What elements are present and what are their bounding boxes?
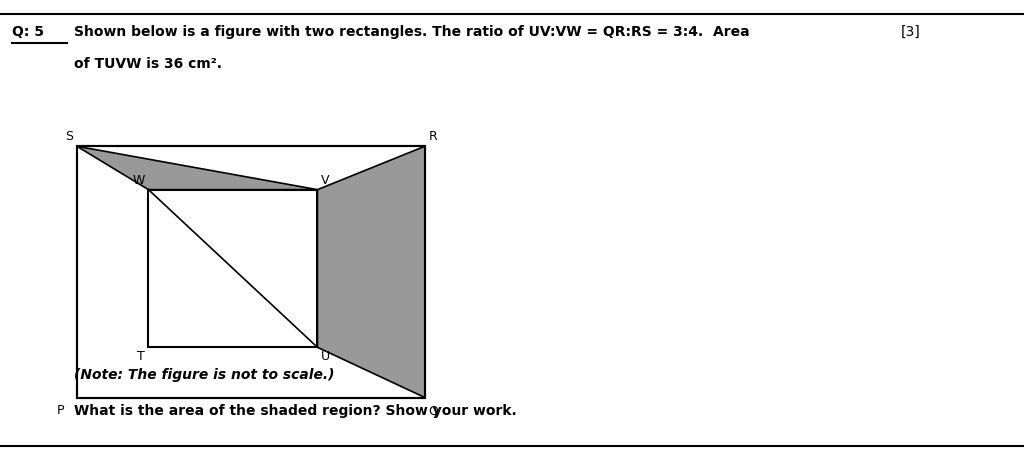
Text: T: T: [137, 350, 144, 363]
Text: U: U: [322, 350, 331, 363]
Text: Shown below is a figure with two rectangles. The ratio of UV:VW = QR:RS = 3:4.  : Shown below is a figure with two rectang…: [74, 25, 750, 39]
Text: V: V: [322, 174, 330, 187]
Text: of TUVW is 36 cm².: of TUVW is 36 cm².: [74, 57, 222, 71]
Text: (Note: The figure is not to scale.): (Note: The figure is not to scale.): [74, 368, 334, 382]
Text: Q: 5: Q: 5: [12, 25, 44, 39]
Polygon shape: [77, 146, 317, 190]
Text: What is the area of the shaded region? Show your work.: What is the area of the shaded region? S…: [74, 404, 516, 419]
Polygon shape: [317, 146, 425, 398]
Text: [3]: [3]: [901, 25, 921, 39]
Polygon shape: [148, 190, 317, 347]
Text: R: R: [429, 131, 437, 143]
Text: Q: Q: [429, 404, 438, 417]
Polygon shape: [77, 146, 425, 398]
Text: W: W: [132, 174, 144, 187]
Text: S: S: [66, 131, 73, 143]
Text: P: P: [57, 404, 65, 417]
